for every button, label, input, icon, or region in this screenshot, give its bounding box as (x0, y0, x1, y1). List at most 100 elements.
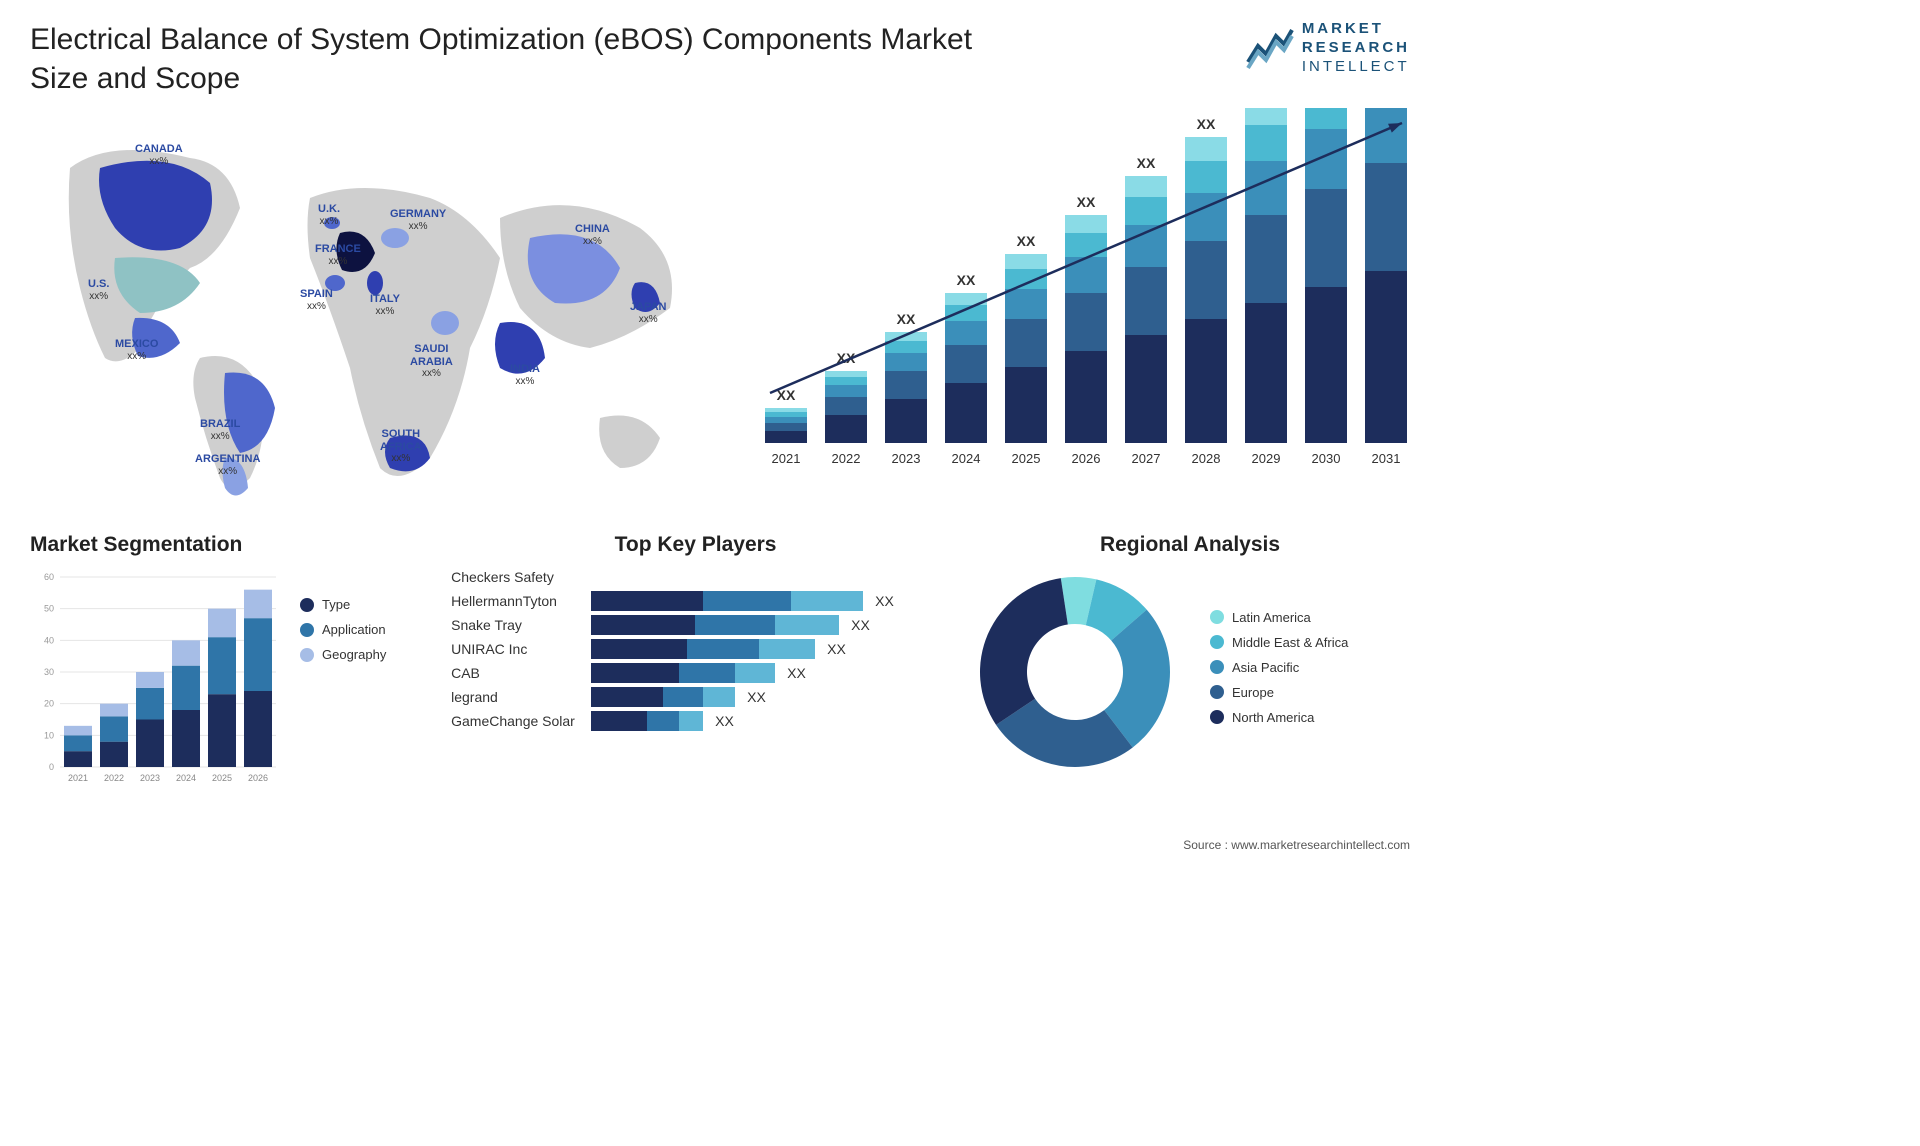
player-bar-seg (759, 639, 815, 659)
map-italy (367, 271, 383, 295)
svg-text:50: 50 (44, 604, 54, 614)
logo-line2: RESEARCH (1302, 39, 1410, 58)
main-bar-seg (1305, 189, 1347, 287)
main-bar-seg (825, 377, 867, 385)
main-bar-seg (1185, 137, 1227, 161)
main-bar-xlabel: 2023 (892, 451, 921, 466)
region-legend-item: North America (1210, 710, 1348, 725)
main-bar-seg (1305, 108, 1347, 129)
player-name: Snake Tray (451, 617, 591, 633)
seg-bar-seg (172, 666, 200, 710)
main-bar-seg (1005, 254, 1047, 269)
map-label-china: CHINAxx% (575, 223, 610, 247)
player-row: Snake Tray XX (451, 615, 940, 635)
main-bar-seg (765, 417, 807, 423)
map-label-spain: SPAINxx% (300, 288, 333, 312)
player-value: XX (851, 617, 870, 633)
source-text: Source : www.marketresearchintellect.com (1183, 838, 1410, 852)
player-name: UNIRAC Inc (451, 641, 591, 657)
player-bar-seg (775, 615, 839, 635)
seg-bar-seg (244, 590, 272, 619)
segmentation-legend: TypeApplicationGeography (300, 597, 386, 672)
main-bar-seg (1065, 257, 1107, 293)
seg-xlabel: 2026 (248, 773, 268, 783)
svg-text:20: 20 (44, 699, 54, 709)
player-row: CABXX (451, 663, 940, 683)
player-row: HellermannTytonXX (451, 591, 940, 611)
player-bar-seg (591, 639, 687, 659)
main-bar-seg (885, 332, 927, 341)
logo: MARKET RESEARCH INTELLECT (1246, 20, 1410, 76)
player-row: legrand XX (451, 687, 940, 707)
main-bar-xlabel: 2022 (832, 451, 861, 466)
logo-line3: INTELLECT (1302, 58, 1410, 77)
main-bar-xlabel: 2029 (1252, 451, 1281, 466)
map-label-france: FRANCExx% (315, 243, 361, 267)
segmentation-title: Market Segmentation (30, 533, 421, 557)
player-name: GameChange Solar (451, 713, 591, 729)
player-bar-seg (695, 615, 775, 635)
main-bar-seg (1365, 163, 1407, 271)
seg-legend-item: Type (300, 597, 386, 612)
main-bar-seg (1005, 269, 1047, 289)
player-bar (591, 591, 863, 611)
map-saudi (431, 311, 459, 335)
logo-icon (1246, 24, 1294, 72)
main-bar-seg (765, 408, 807, 412)
main-bar-seg (1065, 351, 1107, 443)
svg-text:10: 10 (44, 730, 54, 740)
main-chart-svg: XX2021XX2022XX2023XX2024XX2025XX2026XX20… (750, 108, 1430, 478)
seg-bar-seg (64, 751, 92, 767)
main-bar-seg (1185, 161, 1227, 193)
segmentation-section: Market Segmentation 01020304050602021202… (30, 533, 421, 787)
main-bar-seg (825, 385, 867, 397)
map-label-us: U.S.xx% (88, 278, 109, 302)
player-value: XX (747, 689, 766, 705)
main-bar-seg (825, 397, 867, 415)
main-bar-seg (765, 423, 807, 431)
main-bar-toplabel: XX (957, 272, 976, 288)
seg-bar-seg (208, 637, 236, 694)
region-legend-item: Asia Pacific (1210, 660, 1348, 675)
seg-bar-seg (64, 726, 92, 736)
player-bar-seg (591, 687, 663, 707)
main-bar-seg (1005, 319, 1047, 367)
player-bar-seg (679, 711, 703, 731)
header: Electrical Balance of System Optimizatio… (30, 20, 1410, 98)
seg-bar-seg (208, 609, 236, 638)
main-bar-seg (1365, 271, 1407, 443)
player-bar-seg (591, 663, 679, 683)
main-bar-seg (945, 305, 987, 321)
main-bar-seg (945, 383, 987, 443)
player-bar-seg (647, 711, 679, 731)
main-bar-toplabel: XX (1197, 116, 1216, 132)
world-map: CANADAxx%U.S.xx%MEXICOxx%BRAZILxx%ARGENT… (30, 108, 720, 508)
map-label-canada: CANADAxx% (135, 143, 183, 167)
main-bar-seg (1125, 197, 1167, 225)
seg-bar-seg (136, 672, 164, 688)
main-bar-seg (885, 371, 927, 399)
donut-segment (980, 578, 1068, 725)
main-bar-seg (1005, 289, 1047, 319)
logo-text: MARKET RESEARCH INTELLECT (1302, 20, 1410, 76)
map-label-italy: ITALYxx% (370, 293, 400, 317)
region-legend-item: Europe (1210, 685, 1348, 700)
player-bar-seg (591, 591, 703, 611)
player-bar-seg (687, 639, 759, 659)
regional-legend: Latin AmericaMiddle East & AfricaAsia Pa… (1210, 610, 1348, 735)
seg-xlabel: 2023 (140, 773, 160, 783)
seg-bar-seg (100, 704, 128, 717)
player-name: Checkers Safety (451, 569, 591, 585)
seg-bar-seg (100, 742, 128, 767)
main-bar-toplabel: XX (1017, 233, 1036, 249)
main-bar-seg (945, 321, 987, 345)
seg-bar-seg (172, 640, 200, 665)
player-value: XX (875, 593, 894, 609)
main-bar-toplabel: XX (1137, 155, 1156, 171)
main-bar-xlabel: 2031 (1372, 451, 1401, 466)
regional-title: Regional Analysis (970, 533, 1410, 557)
seg-bar-seg (172, 710, 200, 767)
main-bar-xlabel: 2025 (1012, 451, 1041, 466)
main-bar-seg (765, 412, 807, 417)
player-name: legrand (451, 689, 591, 705)
